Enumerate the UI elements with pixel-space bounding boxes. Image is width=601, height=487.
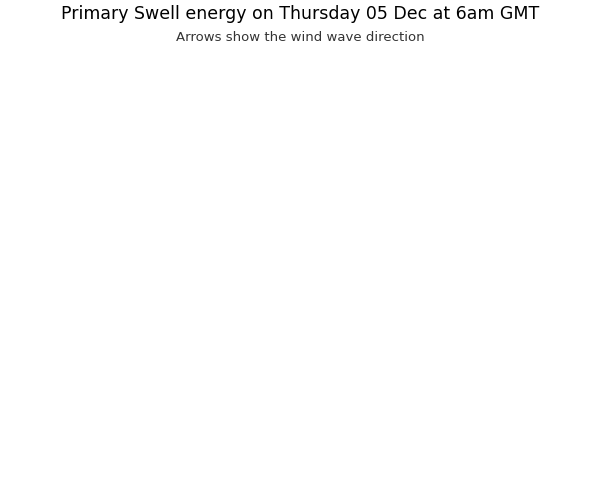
Text: cartopy not available: cartopy not available [213,259,388,277]
Text: Primary Swell energy on Thursday 05 Dec at 6am GMT: Primary Swell energy on Thursday 05 Dec … [61,5,540,23]
Text: Arrows show the wind wave direction: Arrows show the wind wave direction [176,31,425,44]
